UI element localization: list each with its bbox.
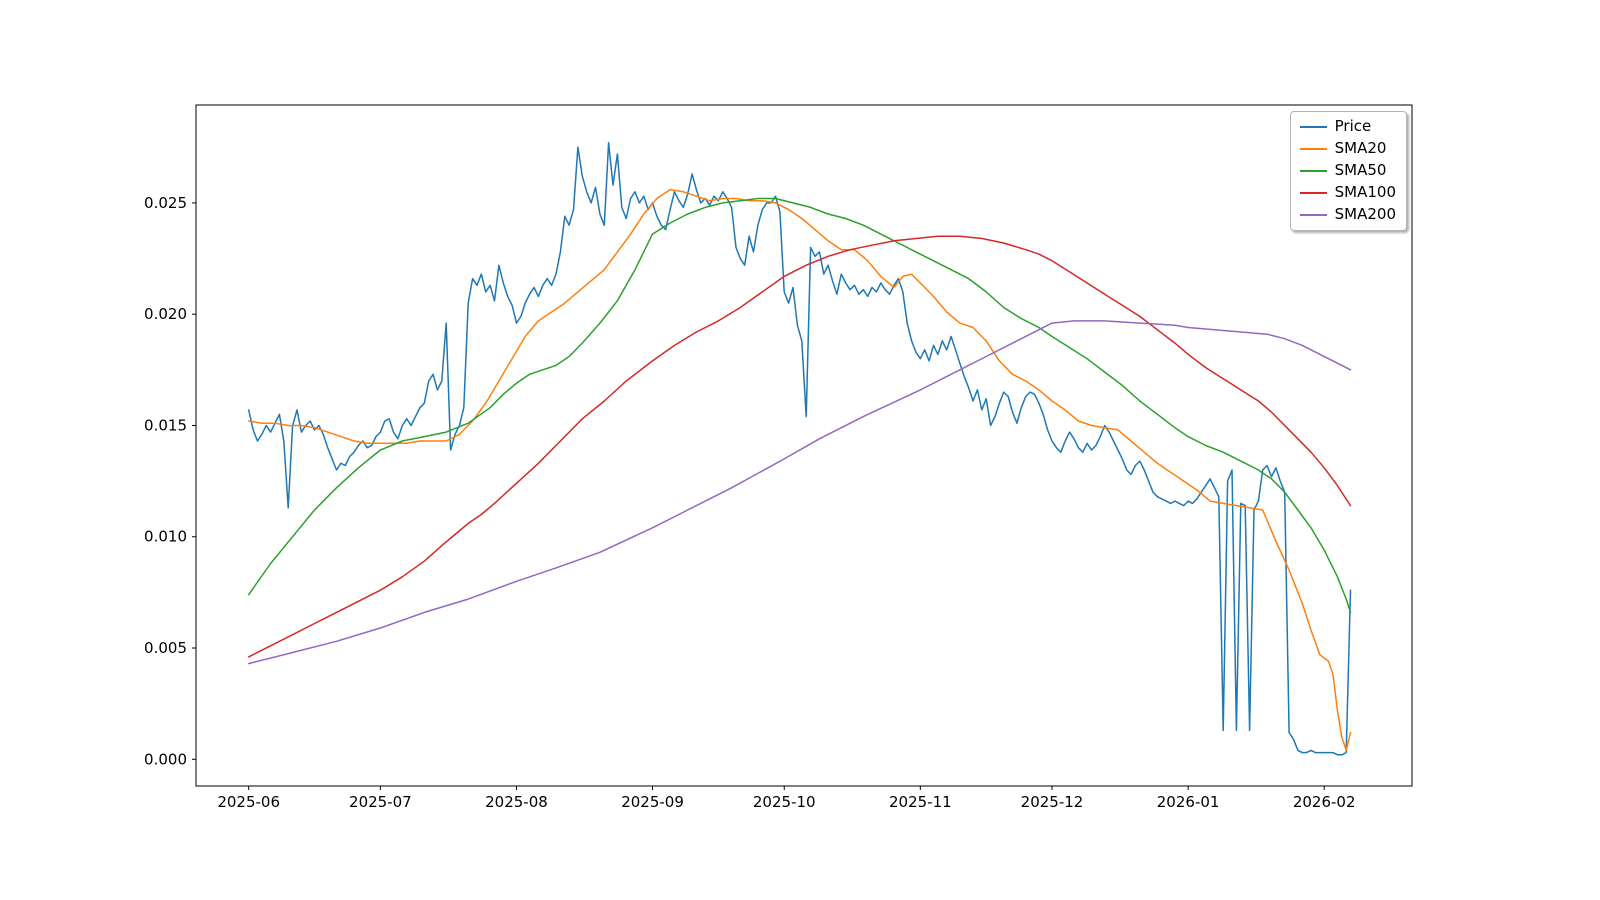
y-tick-label: 0.025	[144, 194, 187, 212]
legend-label: SMA200	[1334, 205, 1396, 223]
y-tick-label: 0.010	[144, 528, 187, 546]
legend-item-sma20: SMA20	[1299, 139, 1396, 157]
legend-line-sample	[1299, 191, 1327, 194]
legend-item-price: Price	[1299, 117, 1396, 135]
y-tick-label: 0.000	[144, 750, 187, 768]
x-tick-label: 2025-10	[753, 793, 816, 811]
x-tick-label: 2025-11	[889, 793, 952, 811]
legend-label: SMA20	[1334, 139, 1387, 157]
x-tick-label: 2026-02	[1293, 793, 1356, 811]
y-tick-label: 0.020	[144, 305, 187, 323]
legend-line-sample	[1299, 125, 1327, 128]
legend-line-sample	[1299, 169, 1327, 172]
x-tick-label: 2025-12	[1021, 793, 1084, 811]
legend-item-sma200: SMA200	[1299, 205, 1396, 223]
axes-frame	[195, 104, 1413, 787]
sma20-line	[247, 188, 1352, 752]
legend-label: SMA50	[1334, 161, 1387, 179]
y-tick-label: 0.005	[144, 639, 187, 657]
legend-line-sample	[1299, 213, 1327, 216]
sma50-line	[247, 197, 1352, 614]
x-tick-label: 2025-08	[485, 793, 548, 811]
x-tick-label: 2025-09	[621, 793, 684, 811]
x-tick-label: 2025-07	[349, 793, 412, 811]
legend-item-sma100: SMA100	[1299, 183, 1396, 201]
legend: Price SMA20 SMA50 SMA100 SMA200	[1289, 111, 1407, 231]
legend-item-sma50: SMA50	[1299, 161, 1396, 179]
y-tick-label: 0.015	[144, 416, 187, 434]
sma100-line	[247, 235, 1352, 658]
legend-label: Price	[1334, 117, 1372, 135]
legend-line-sample	[1299, 147, 1327, 150]
sma200-line	[247, 320, 1352, 665]
legend-label: SMA100	[1334, 183, 1396, 201]
x-tick-label: 2025-06	[217, 793, 280, 811]
price-line	[247, 142, 1352, 756]
x-tick-label: 2026-01	[1157, 793, 1220, 811]
